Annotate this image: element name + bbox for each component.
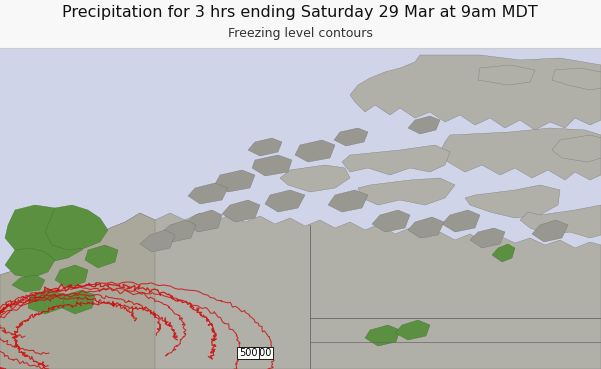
Polygon shape (280, 165, 350, 192)
Polygon shape (395, 320, 430, 340)
Polygon shape (28, 290, 65, 314)
Polygon shape (55, 265, 88, 288)
Text: Freezing level contours: Freezing level contours (228, 27, 373, 39)
Polygon shape (0, 213, 155, 369)
Text: 500: 500 (239, 348, 257, 358)
Polygon shape (85, 245, 118, 268)
Polygon shape (408, 217, 444, 238)
Polygon shape (188, 183, 228, 204)
Polygon shape (252, 155, 292, 176)
Text: 300: 300 (253, 348, 271, 358)
Polygon shape (140, 230, 175, 252)
Polygon shape (478, 65, 535, 85)
Polygon shape (465, 185, 560, 218)
Polygon shape (160, 220, 196, 242)
Polygon shape (185, 210, 222, 232)
Polygon shape (358, 178, 455, 205)
Polygon shape (62, 290, 95, 314)
Polygon shape (334, 128, 368, 146)
Polygon shape (532, 220, 568, 242)
Polygon shape (265, 190, 305, 212)
Polygon shape (295, 140, 335, 162)
Polygon shape (5, 205, 90, 262)
Polygon shape (0, 213, 601, 369)
Polygon shape (5, 248, 55, 278)
Polygon shape (520, 205, 601, 238)
Polygon shape (12, 275, 45, 292)
Polygon shape (248, 138, 282, 156)
Text: Precipitation for 3 hrs ending Saturday 29 Mar at 9am MDT: Precipitation for 3 hrs ending Saturday … (62, 6, 538, 21)
Polygon shape (440, 128, 601, 180)
Polygon shape (492, 244, 515, 262)
Polygon shape (215, 170, 255, 192)
Polygon shape (328, 190, 368, 212)
Polygon shape (408, 116, 440, 134)
Polygon shape (470, 228, 505, 248)
Polygon shape (372, 210, 410, 232)
Polygon shape (342, 145, 450, 175)
Polygon shape (552, 68, 601, 90)
Polygon shape (222, 200, 260, 222)
Polygon shape (350, 55, 601, 130)
Polygon shape (365, 325, 400, 346)
Polygon shape (0, 0, 601, 48)
Polygon shape (442, 210, 480, 232)
Polygon shape (45, 205, 108, 250)
Polygon shape (552, 135, 601, 162)
